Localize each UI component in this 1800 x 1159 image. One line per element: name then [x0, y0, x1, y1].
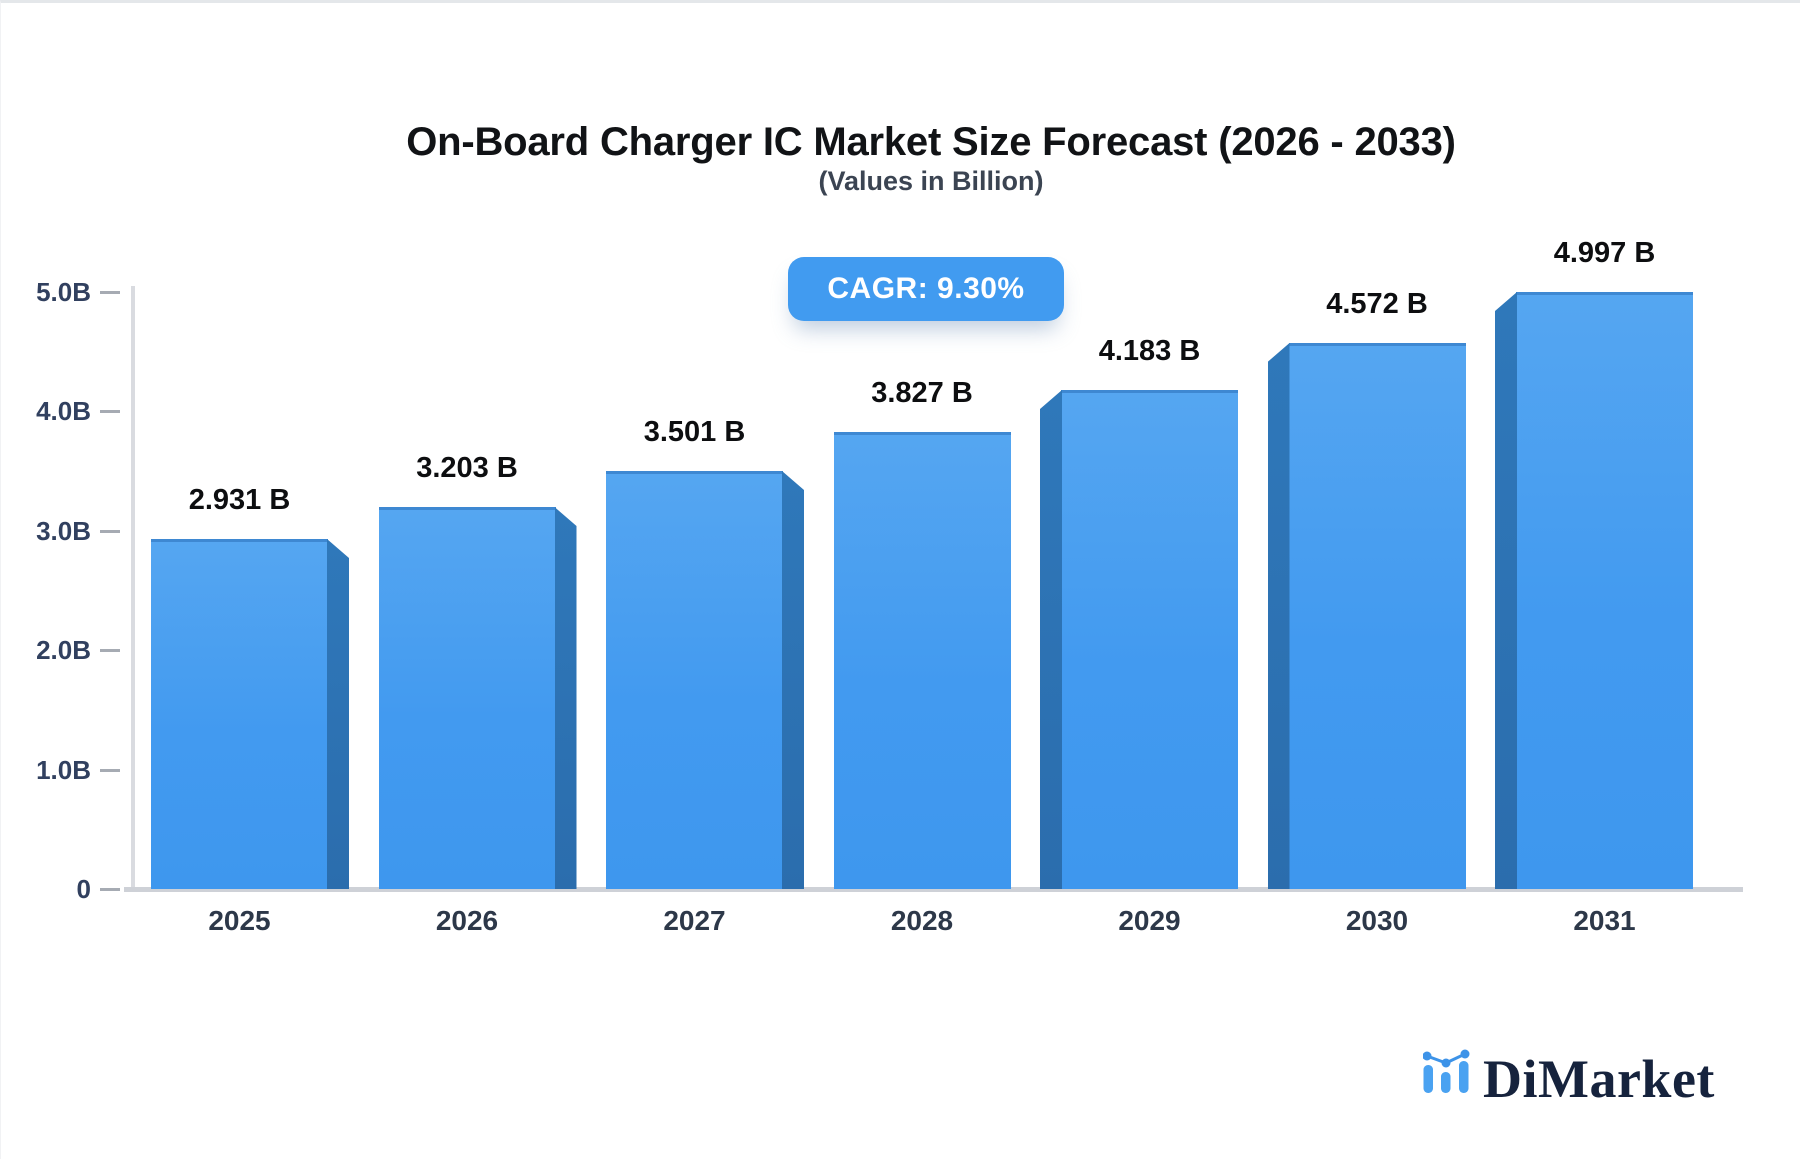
bar-side-face [782, 471, 804, 889]
bar-side-face [554, 507, 577, 889]
x-axis-baseline [124, 887, 1743, 892]
y-tick-label-3.0B: 3.0B [36, 515, 91, 546]
y-tick-label-2.0B: 2.0B [36, 635, 91, 666]
bar-side-face [1495, 292, 1517, 889]
x-axis-label-2029: 2029 [1118, 905, 1181, 936]
bar-side-face [327, 539, 349, 889]
x-axis-label-2026: 2026 [435, 905, 499, 936]
y-tick-mark [100, 529, 120, 533]
cagr-badge-label: CAGR: 9.30% [827, 272, 1025, 305]
bar-value-label: 2.931 B [188, 484, 291, 516]
bar-value-label: 3.827 B [871, 377, 973, 409]
y-tick-label-5.0B: 5.0B [36, 277, 91, 307]
y-tick-mark [100, 768, 120, 772]
x-axis-label-2027: 2027 [663, 905, 726, 936]
bar-value-label: 4.572 B [1326, 288, 1428, 320]
bar-side-face [1040, 390, 1062, 889]
x-axis-label-2031: 2031 [1573, 905, 1636, 936]
cagr-badge: CAGR: 9.30% [788, 257, 1064, 321]
bar-2029 [1061, 390, 1238, 889]
y-tick-mark [100, 888, 120, 891]
y-tick-label-0: 0 [76, 874, 91, 904]
bar-value-label: 4.997 B [1553, 237, 1656, 269]
y-tick-mark [100, 649, 120, 653]
bar-2027 [606, 471, 783, 889]
bar-2031 [1516, 292, 1693, 889]
x-axis-label-2030: 2030 [1345, 905, 1409, 936]
bar-value-label: 3.501 B [643, 416, 746, 448]
y-tick-mark [100, 410, 120, 414]
chart-title: On-Board Charger IC Market Size Forecast… [406, 120, 1456, 164]
bar-2030 [1288, 343, 1466, 889]
bar-value-label: 4.183 B [1098, 335, 1201, 367]
x-axis-label-2028: 2028 [890, 905, 954, 936]
chart-subtitle: (Values in Billion) [818, 166, 1044, 196]
bar-value-label: 3.203 B [416, 452, 518, 484]
bar-2028 [833, 432, 1011, 889]
chart-header: On-Board Charger IC Market Size Forecast… [31, 115, 1800, 196]
brand-logo-text: DiMarket [1483, 1049, 1715, 1109]
bar-side-face [1267, 343, 1290, 889]
dimarket-logo-icon [1423, 1049, 1470, 1093]
y-tick-label-1.0B: 1.0B [36, 754, 91, 785]
bar-2026 [378, 507, 556, 889]
bar-2025 [151, 539, 328, 889]
y-axis-line [131, 286, 135, 892]
x-axis-label-2025: 2025 [208, 905, 271, 936]
y-tick-mark [100, 291, 120, 294]
y-tick-label-4.0B: 4.0B [36, 396, 91, 427]
